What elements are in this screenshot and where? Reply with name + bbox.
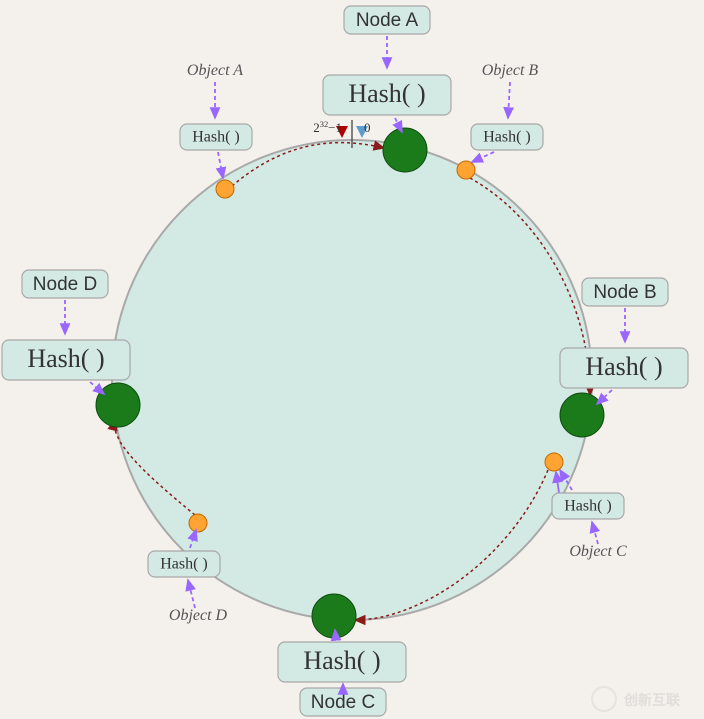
- object-group-a: Object A Hash( ): [180, 62, 252, 150]
- svg-text:Hash( ): Hash( ): [160, 556, 208, 573]
- object-dot-b: [457, 161, 475, 179]
- svg-text:Hash( ): Hash( ): [585, 352, 662, 381]
- hash-ring: [112, 140, 592, 620]
- node-group-d: Node D Hash( ): [2, 270, 130, 380]
- svg-text:Hash( ): Hash( ): [303, 646, 380, 675]
- svg-text:0: 0: [364, 120, 371, 135]
- svg-text:Hash( ): Hash( ): [483, 129, 531, 146]
- svg-text:Hash( ): Hash( ): [27, 344, 104, 373]
- object-dot-d: [189, 514, 207, 532]
- svg-text:Node B: Node B: [593, 282, 656, 303]
- node-group-c: Node C Hash( ): [278, 642, 406, 716]
- svg-text:Node C: Node C: [311, 692, 375, 713]
- node-dot-d: [96, 383, 140, 427]
- object-group-d: Object D Hash( ): [148, 551, 228, 624]
- svg-text:创新互联: 创新互联: [623, 692, 681, 708]
- svg-text:Object D: Object D: [169, 607, 228, 624]
- object-dot-c: [545, 453, 563, 471]
- node-dot-a: [383, 128, 427, 172]
- node-dot-b: [560, 393, 604, 437]
- svg-text:Hash( ): Hash( ): [192, 129, 240, 146]
- consistent-hash-diagram: 232−1 0 Node A Hash( ) Node B Hash( ) Node C H…: [0, 0, 704, 719]
- svg-text:Object C: Object C: [569, 543, 627, 560]
- object-dot-a: [216, 180, 234, 198]
- node-dot-c: [312, 594, 356, 638]
- object-group-b: Object B Hash( ): [471, 62, 543, 150]
- svg-text:Hash( ): Hash( ): [564, 498, 612, 515]
- svg-text:Node A: Node A: [356, 10, 419, 31]
- svg-text:Object B: Object B: [482, 62, 539, 79]
- svg-text:Object A: Object A: [187, 62, 243, 79]
- svg-text:232−1: 232−1: [313, 119, 342, 135]
- svg-text:Hash( ): Hash( ): [348, 79, 425, 108]
- watermark: 创新互联: [592, 687, 681, 711]
- object-group-c: Object C Hash( ): [552, 493, 627, 560]
- svg-text:Node D: Node D: [33, 274, 97, 295]
